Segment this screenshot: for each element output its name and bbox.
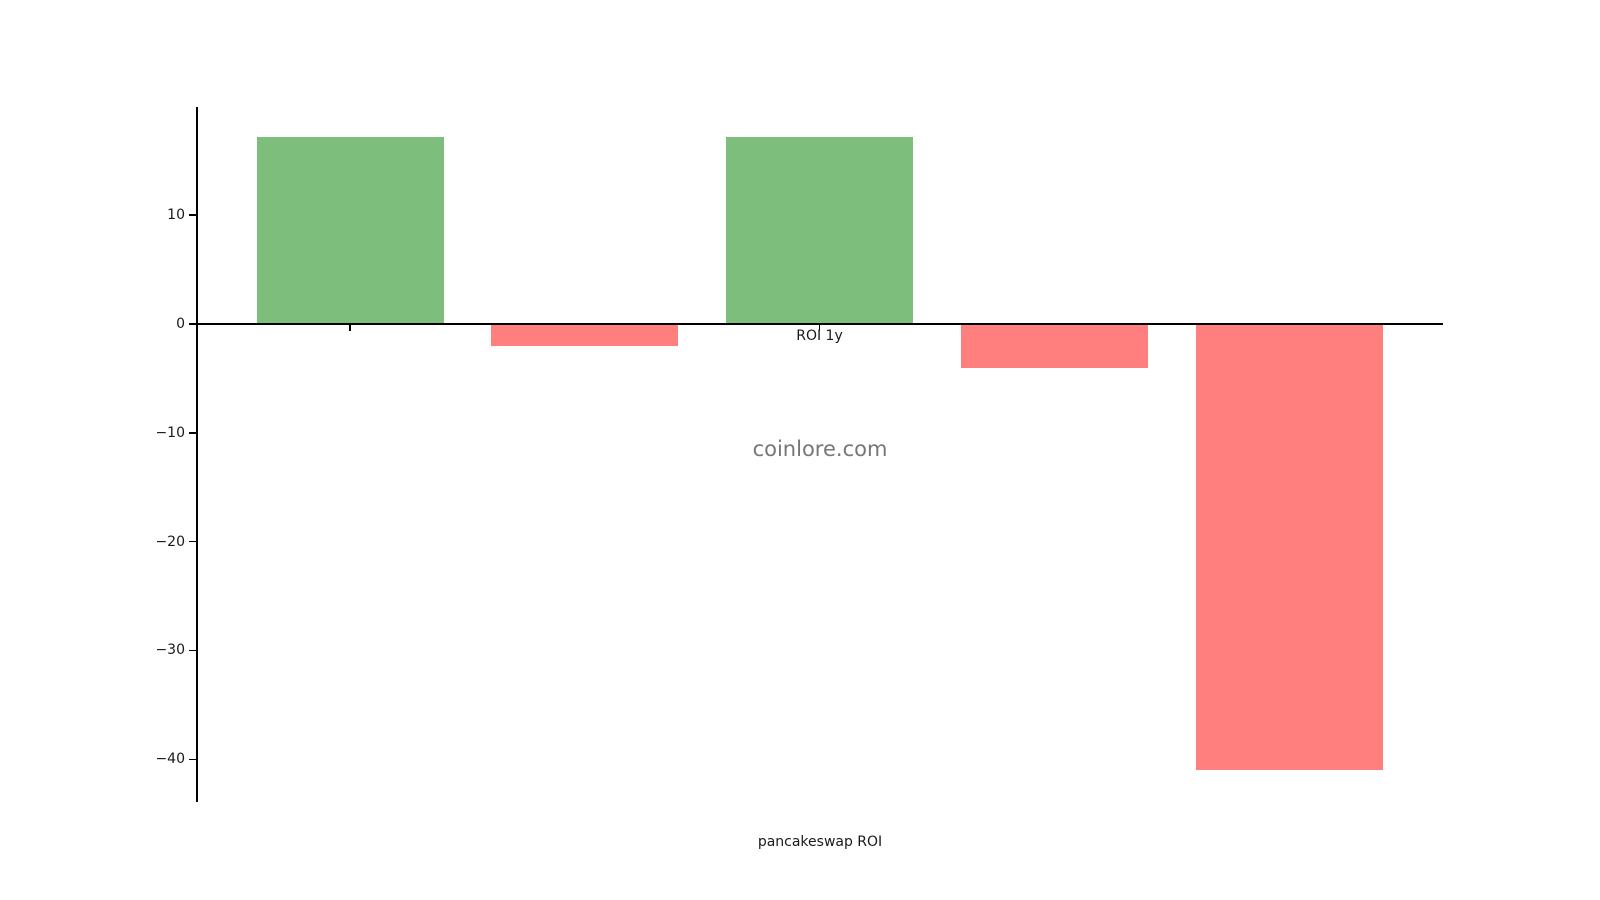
- y-tick-label: −40: [155, 751, 185, 768]
- y-tick-mark: [189, 214, 196, 216]
- y-axis-line: [196, 107, 198, 802]
- bar-1: [256, 136, 444, 324]
- y-tick-label: −20: [155, 533, 185, 550]
- bar-5: [1195, 324, 1383, 771]
- chart-title: pancakeswap ROI: [757, 834, 883, 850]
- y-tick-label: 10: [167, 207, 185, 224]
- x-tick-mark: [349, 324, 351, 331]
- y-tick-mark: [189, 323, 196, 325]
- x-axis-zero-line: [196, 323, 1443, 325]
- y-tick-mark: [189, 758, 196, 761]
- y-tick-label: −10: [155, 424, 185, 441]
- watermark-text: coinlore.com: [752, 437, 888, 461]
- x-tick-mark: [818, 324, 821, 331]
- y-tick-mark: [189, 649, 196, 652]
- y-tick-mark: [189, 432, 196, 434]
- bar-4: [960, 324, 1148, 368]
- y-tick-mark: [189, 540, 196, 543]
- x-tick-label: ROI 1y: [796, 328, 843, 344]
- bar-3: [726, 136, 913, 324]
- bar-2: [491, 324, 679, 346]
- y-tick-label: −30: [155, 642, 185, 659]
- y-tick-label: 0: [176, 316, 185, 332]
